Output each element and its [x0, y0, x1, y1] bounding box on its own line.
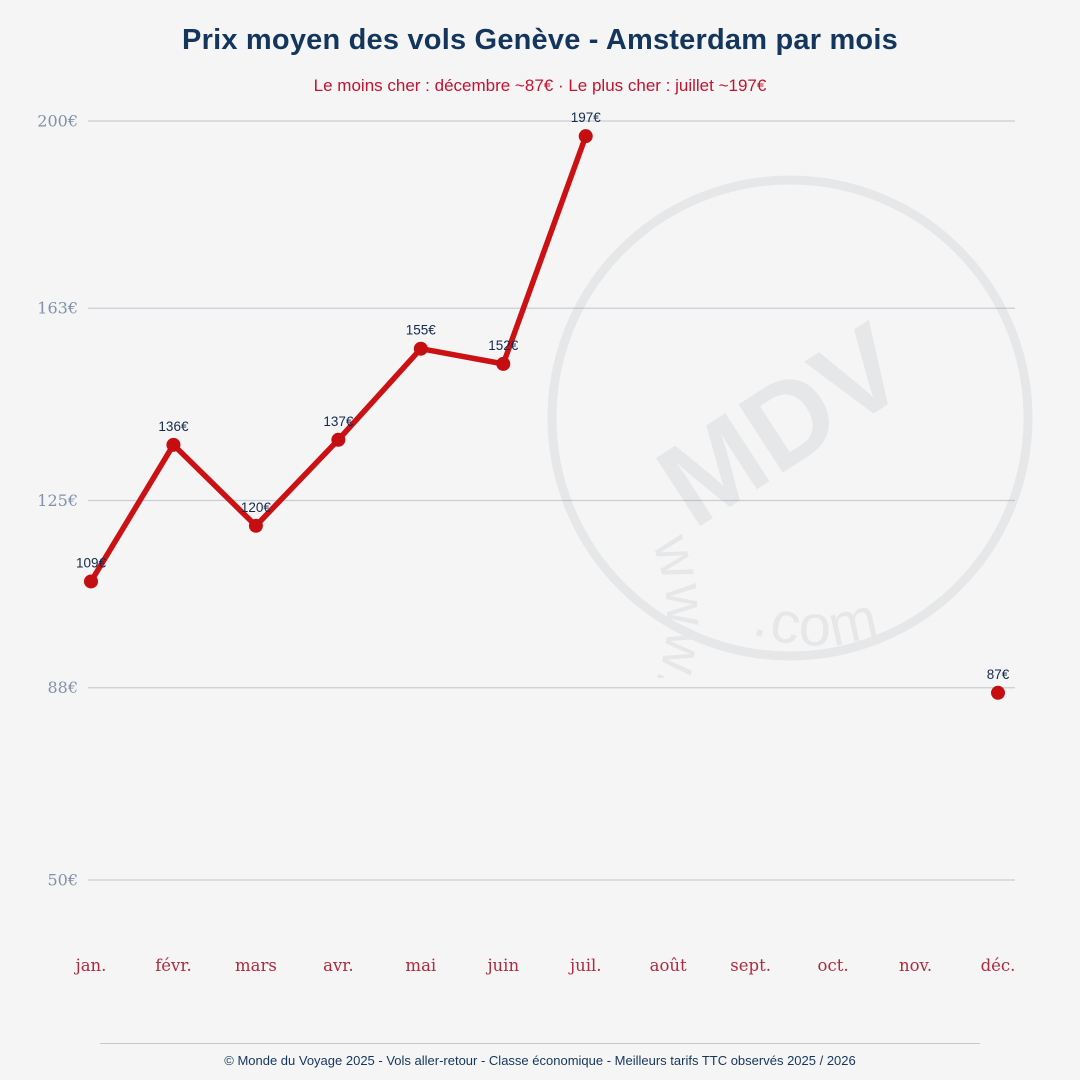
- data-point-label: 109€: [76, 555, 107, 570]
- chart-subtitle: Le moins cher : décembre ~87€ · Le plus …: [313, 76, 767, 95]
- data-point: [991, 685, 1005, 700]
- data-point-label: 137€: [323, 414, 354, 429]
- x-axis-month-label: juin: [485, 956, 519, 975]
- data-point-label: 152€: [488, 338, 519, 353]
- data-point: [578, 129, 593, 144]
- y-axis-tick-label: 200€: [37, 112, 78, 131]
- x-axis-month-label: sept.: [730, 956, 771, 975]
- footer: © Monde du Voyage 2025 - Vols aller-reto…: [0, 1043, 1080, 1080]
- data-point-label: 120€: [241, 500, 272, 515]
- data-point: [496, 356, 511, 371]
- price-line: [88, 133, 589, 585]
- data-point-label: 87€: [987, 667, 1010, 682]
- x-axis-month-label: oct.: [818, 956, 849, 975]
- x-axis-month-label: févr.: [155, 956, 192, 975]
- x-axis-month-label: avr.: [323, 956, 353, 975]
- data-point: [331, 432, 346, 447]
- data-point-label: 155€: [406, 323, 437, 338]
- data-point: [413, 341, 428, 356]
- footer-text: © Monde du Voyage 2025 - Vols aller-reto…: [224, 1053, 856, 1068]
- x-axis-month-label: août: [650, 956, 687, 975]
- chart-title: Prix moyen des vols Genève - Amsterdam p…: [182, 24, 898, 56]
- x-axis-month-label: nov.: [899, 956, 932, 975]
- data-point: [84, 574, 98, 589]
- y-axis-tick-label: 163€: [37, 299, 78, 318]
- x-axis-month-label: jan.: [74, 956, 107, 975]
- y-axis-tick-label: 50€: [47, 871, 78, 890]
- x-axis-month-label: mai: [405, 956, 436, 975]
- x-axis-month-label: mars: [235, 956, 277, 975]
- x-axis-month-label: déc.: [981, 956, 1016, 975]
- y-axis-tick-label: 125€: [37, 491, 78, 510]
- footer-divider: [100, 1043, 980, 1044]
- data-point-label: 136€: [158, 419, 189, 434]
- data-point: [166, 437, 181, 452]
- x-axis-month-label: juil.: [568, 956, 602, 975]
- data-point: [248, 518, 263, 533]
- y-axis-tick-label: 88€: [47, 678, 78, 697]
- data-point-label: 197€: [571, 110, 602, 125]
